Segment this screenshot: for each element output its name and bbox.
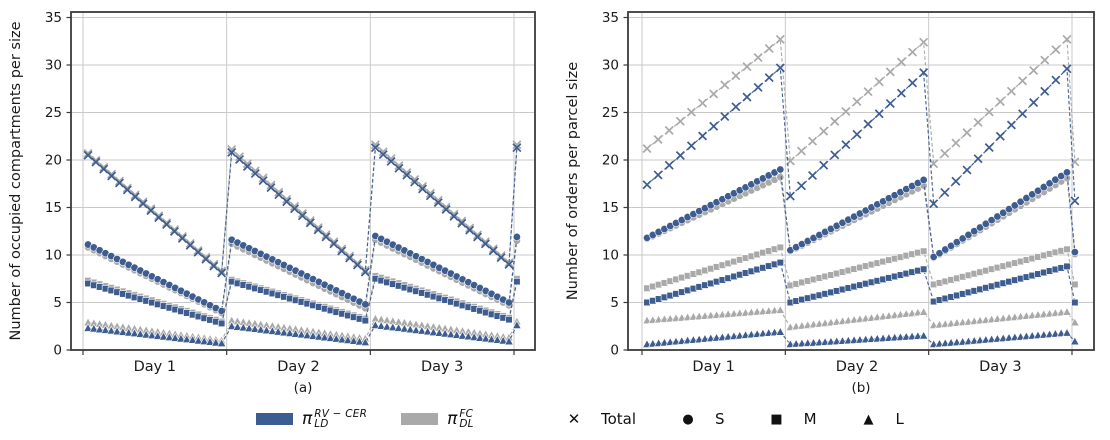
pi-subscript: LD [314, 418, 329, 430]
y-tick-label: 35 [45, 10, 62, 26]
series-pi-ld-rv-cer-total [642, 63, 1080, 209]
marker-legend: ✕ Total ● S ■ M ▲ L [566, 404, 904, 434]
policy-label-rv-cer: π RV − CER LD [302, 407, 368, 430]
y-tick-label: 15 [602, 200, 619, 216]
plot-border [627, 11, 1095, 351]
pi-scripts: FC DL [459, 407, 474, 430]
x-tick-label-day-1: Day 1 [134, 359, 176, 375]
y-tick-label: 20 [602, 153, 619, 169]
pi-symbol: π [302, 408, 313, 429]
charts-canvas: 0 5 10 15 20 25 30 35 Day 1 Day 2 Day 3 (a) Number o… [8, 10, 1095, 396]
y-tick-label: 25 [602, 105, 619, 121]
series-pi-dl-fc-m [643, 243, 1079, 292]
series-pi-dl-fc-total [642, 34, 1080, 169]
plot-border [70, 11, 536, 351]
series-pi-dl-fc-s [643, 173, 1079, 262]
pi-symbol: π [447, 408, 458, 429]
pi-scripts: RV − CER LD [314, 407, 368, 430]
legend-item-s: ● S [680, 410, 725, 428]
legend-item-policy-rv-cer: π RV − CER LD [256, 407, 368, 430]
policy-swatch-rect [256, 413, 293, 425]
panel-caption-a: (a) [294, 380, 313, 396]
x-tick-label-day-1: Day 1 [692, 359, 734, 375]
y-axis-label-b: Number of orders per parcel size [565, 62, 581, 300]
y-tick-label: 15 [45, 200, 62, 216]
series-pi-ld-rv-cer-m [84, 275, 521, 328]
pi-superscript: RV − CER [314, 407, 368, 420]
y-tick-label: 5 [53, 295, 62, 311]
legend-item-m: ■ M [769, 410, 817, 428]
legend-label-l: L [895, 410, 904, 428]
triangle-marker-icon: ▲ [863, 411, 874, 427]
legend-item-l: ▲ L [861, 410, 904, 428]
circle-marker-icon: ● [682, 411, 694, 427]
series-pi-dl-fc-l [642, 305, 1080, 331]
panel-caption-b: (b) [851, 380, 870, 396]
policy-label-fc: π FC DL [447, 407, 474, 430]
legend-item-policy-fc: π FC DL [401, 407, 474, 430]
x-tick-label-day-3: Day 3 [421, 359, 463, 375]
series-pi-dl-fc-total [83, 140, 522, 276]
x-tick-label-day-2: Day 2 [836, 359, 878, 375]
x-marker-icon: ✕ [567, 409, 581, 428]
x-tick-label-day-3: Day 3 [979, 359, 1021, 375]
axis-ticks [623, 16, 1073, 355]
series-pi-ld-rv-cer-s [643, 165, 1079, 261]
legend-item-total: ✕ Total [566, 410, 636, 428]
policy-legend: π RV − CER LD π FC DL [256, 404, 474, 434]
pi-superscript: FC [459, 407, 474, 420]
pi-subscript: DL [459, 418, 474, 430]
y-tick-label: 10 [45, 248, 62, 264]
y-tick-label: 0 [53, 343, 62, 359]
policy-swatch-fc [401, 413, 439, 425]
series-pi-ld-rv-cer-m [643, 258, 1079, 307]
series-pi-ld-rv-cer-l [642, 326, 1080, 348]
y-tick-label: 20 [45, 153, 62, 169]
policy-swatch-rv-cer [256, 413, 293, 425]
y-tick-label: 0 [610, 343, 619, 359]
series-pi-ld-rv-cer-l [83, 320, 522, 347]
legend-label-total: Total [601, 410, 637, 428]
chart-panel-a: 0 5 10 15 20 25 30 35 Day 1 Day 2 Day 3 (a) Number o… [8, 10, 536, 396]
y-axis-label-a: Number of occupied compartments per size [8, 21, 24, 340]
legend-label-s: S [715, 410, 725, 428]
series-pi-ld-rv-cer-s [84, 232, 521, 316]
y-tick-label: 30 [45, 58, 62, 74]
series-pi-dl-fc-l [83, 313, 522, 345]
square-marker-icon: ■ [770, 411, 783, 427]
gridlines [628, 12, 1094, 350]
legend-label-m: M [803, 410, 817, 428]
series-pi-ld-rv-cer-total [83, 143, 522, 278]
y-tick-label: 35 [602, 10, 619, 26]
axis-ticks [66, 16, 515, 355]
y-tick-label: 25 [45, 105, 62, 121]
x-tick-label-day-2: Day 2 [277, 359, 319, 375]
chart-panel-b: 0 5 10 15 20 25 30 35 Day 1 Day 2 Day 3 (b) Number o… [565, 10, 1095, 396]
y-tick-label: 30 [602, 58, 619, 74]
policy-swatch-rect [401, 413, 439, 425]
y-tick-label: 10 [602, 248, 619, 264]
y-tick-label: 5 [610, 295, 619, 311]
